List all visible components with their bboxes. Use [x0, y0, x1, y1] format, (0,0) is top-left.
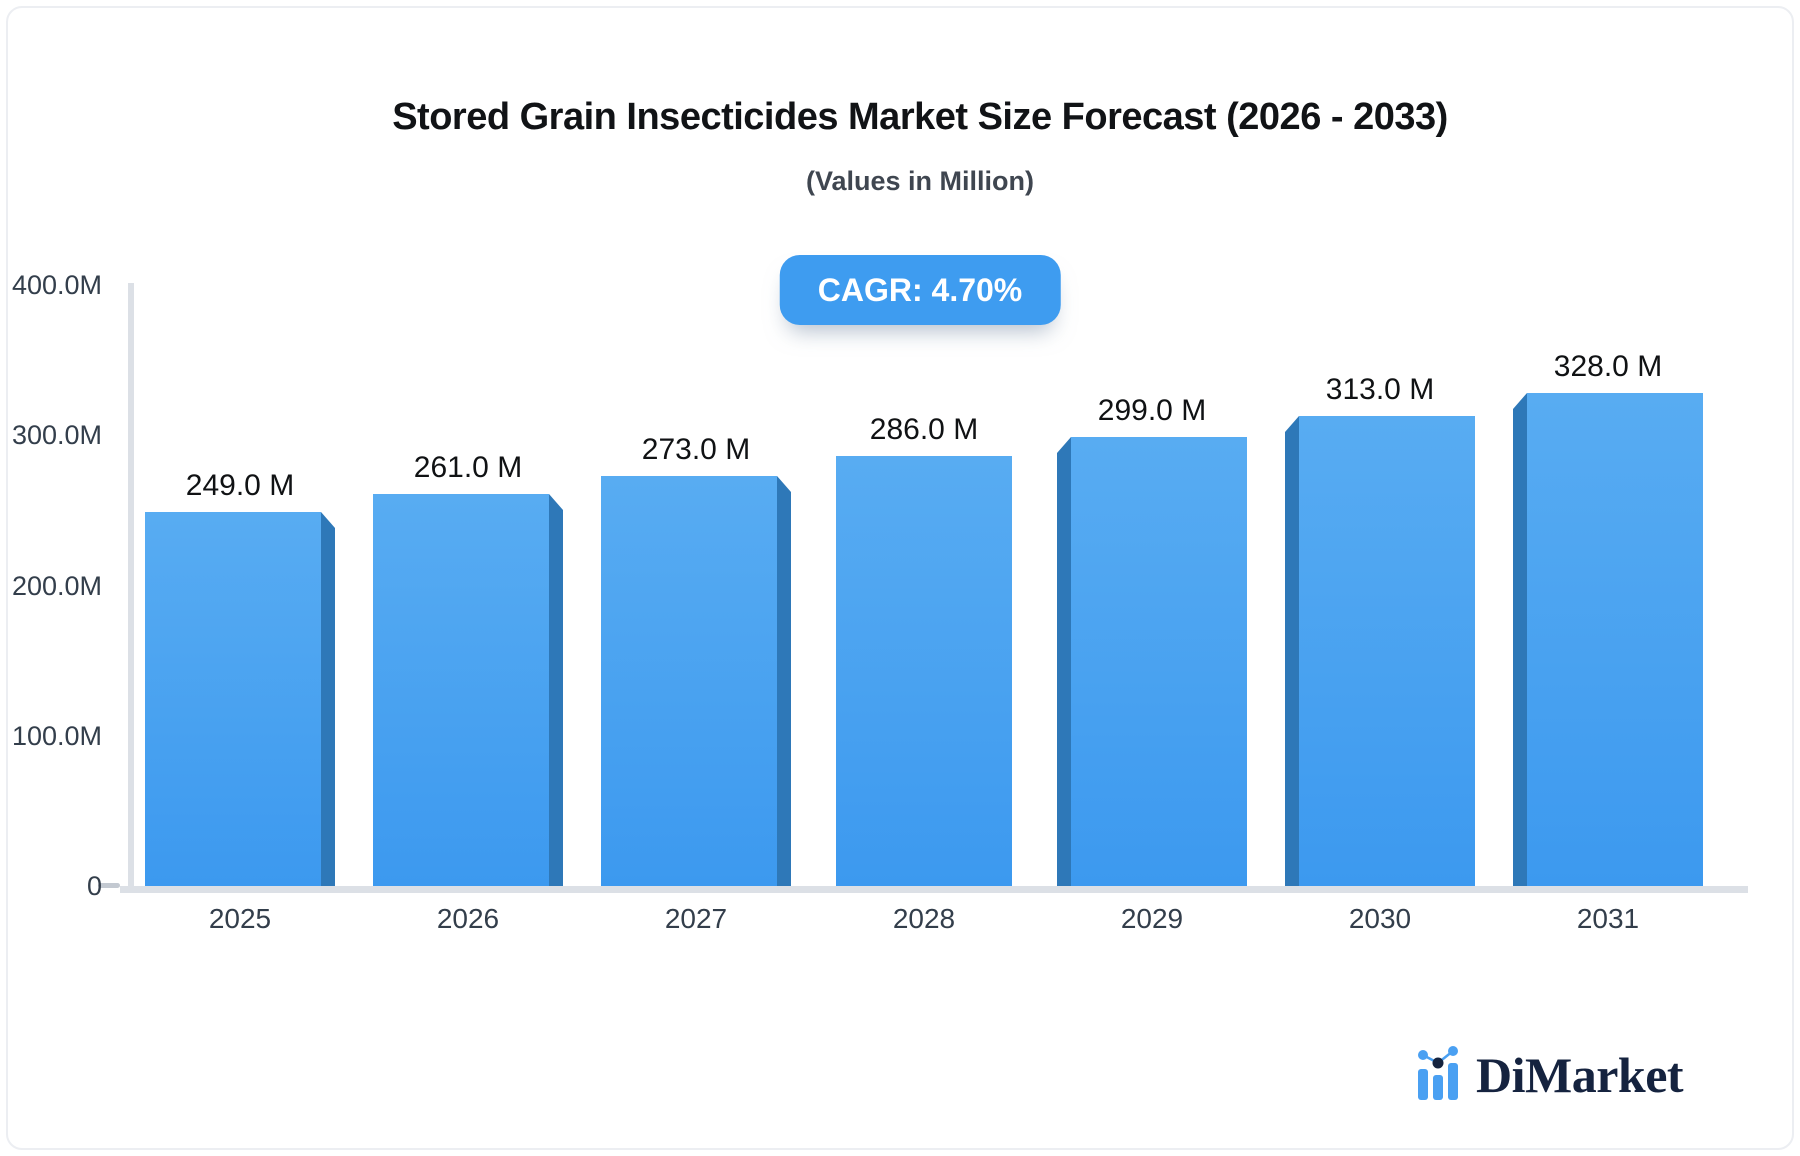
bar-value-label: 249.0 M	[185, 469, 295, 502]
bar-2026	[373, 494, 563, 886]
bar-2030	[1285, 416, 1475, 886]
bar-2027	[601, 476, 791, 886]
x-axis-label-2028: 2028	[892, 903, 956, 934]
x-axis-label-2025: 2025	[208, 903, 272, 934]
bar-side-shadow	[1285, 416, 1299, 886]
y-axis-tick-100.0M: 100.0M	[11, 720, 102, 751]
cagr-badge: CAGR: 4.70%	[779, 255, 1061, 325]
bar-side-shadow	[777, 476, 791, 886]
chart-title: Stored Grain Insecticides Market Size Fo…	[392, 96, 1448, 138]
y-axis-tick-300.0M: 300.0M	[11, 420, 102, 451]
x-axis-label-2029: 2029	[1120, 903, 1184, 934]
bar-value-label: 273.0 M	[641, 433, 751, 466]
y-axis-tick-0: 0	[86, 871, 102, 901]
y-axis-tick-400.0M: 400.0M	[11, 270, 102, 300]
x-axis-label-2030: 2030	[1348, 903, 1412, 934]
bar-face	[373, 494, 549, 886]
chart-subtitle: (Values in Million)	[805, 166, 1035, 196]
bar-value-label: 261.0 M	[413, 451, 523, 484]
bar-value-label: 299.0 M	[1097, 394, 1207, 427]
bar-side-shadow	[1057, 437, 1071, 886]
bar-value-label: 328.0 M	[1553, 350, 1663, 383]
bar-side-shadow	[1513, 393, 1527, 886]
bar-2028	[836, 456, 1012, 886]
bar-2031	[1513, 393, 1703, 886]
bar-side-shadow	[549, 494, 563, 886]
x-axis-label-2031: 2031	[1576, 903, 1640, 934]
bar-side-shadow	[321, 512, 335, 886]
zero-tick-mark	[98, 883, 120, 888]
bar-face	[1527, 393, 1703, 886]
bar-face	[1071, 437, 1247, 886]
bar-face	[1299, 416, 1475, 886]
mini-bar-chart-icon	[1418, 1046, 1458, 1100]
bar-2029	[1057, 437, 1247, 886]
x-axis-label-2026: 2026	[436, 903, 500, 934]
bar-face	[145, 512, 321, 886]
y-axis-line	[128, 283, 134, 893]
bar-face	[836, 456, 1012, 886]
bar-value-label: 286.0 M	[869, 413, 979, 446]
x-axis-label-2027: 2027	[664, 903, 728, 934]
bar-2025	[145, 512, 335, 886]
x-axis-baseline	[120, 886, 1748, 893]
brand-logo: DiMarket	[1418, 1042, 1684, 1103]
bar-value-label: 313.0 M	[1325, 373, 1435, 406]
bar-face	[601, 476, 777, 886]
y-axis-tick-200.0M: 200.0M	[11, 570, 102, 601]
brand-name: DiMarket	[1476, 1047, 1684, 1103]
